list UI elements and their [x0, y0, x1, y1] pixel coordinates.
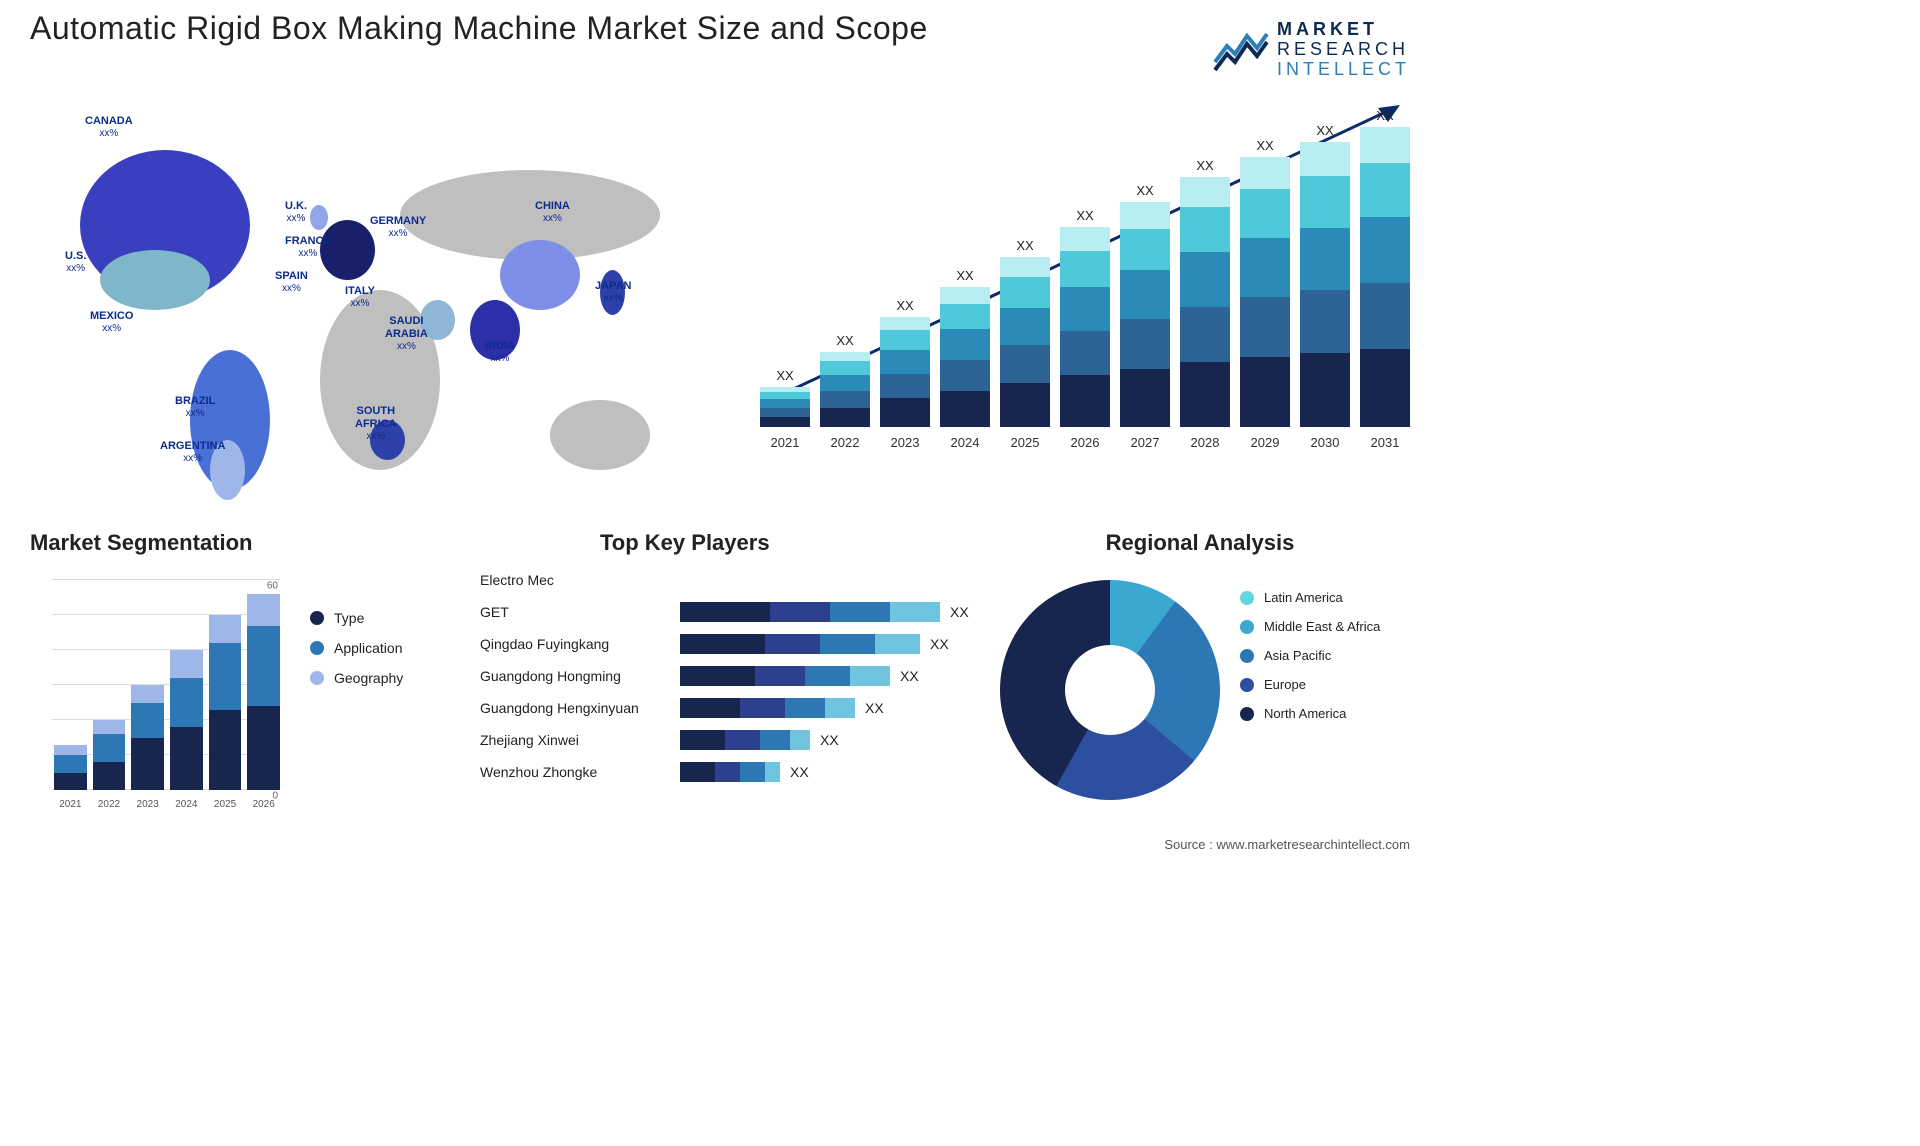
segmentation-bar [247, 594, 280, 790]
segmentation-bar [54, 745, 87, 791]
growth-bar: XX2024 [940, 268, 990, 450]
map-label: FRANCExx% [285, 235, 331, 260]
map-label: INDIAxx% [485, 340, 515, 365]
logo-line2: RESEARCH [1277, 40, 1410, 60]
segmentation-chart: 0102030405060202120222023202420252026 [30, 580, 280, 810]
logo-line1: MARKET [1277, 20, 1410, 40]
key-player-row: Guangdong HongmingXX [480, 660, 980, 692]
regional-legend-item: Middle East & Africa [1240, 619, 1380, 634]
key-player-row: Electro Mec [480, 564, 980, 596]
growth-bar: XX2022 [820, 333, 870, 450]
regional-legend-item: Europe [1240, 677, 1380, 692]
regional-title: Regional Analysis [990, 530, 1410, 556]
key-players-title: Top Key Players [600, 530, 980, 556]
source-credit: Source : www.marketresearchintellect.com [1164, 837, 1410, 852]
map-label: SPAINxx% [275, 270, 308, 295]
regional-block: Regional Analysis Latin America Middle Ea… [990, 530, 1410, 820]
growth-bar: XX2031 [1360, 108, 1410, 450]
segmentation-legend-item: Geography [310, 670, 403, 686]
regional-legend: Latin America Middle East & Africa Asia Pa… [1240, 590, 1380, 735]
segmentation-bar [170, 650, 203, 790]
regional-legend-item: Asia Pacific [1240, 648, 1380, 663]
growth-bar: XX2025 [1000, 238, 1050, 450]
brand-logo: MARKET RESEARCH INTELLECT [1213, 20, 1410, 79]
map-label: U.K.xx% [285, 200, 307, 225]
map-label: CHINAxx% [535, 200, 570, 225]
growth-bar: XX2028 [1180, 158, 1230, 450]
key-player-row: Guangdong HengxinyuanXX [480, 692, 980, 724]
map-label: CANADAxx% [85, 115, 133, 140]
map-label: MEXICOxx% [90, 310, 133, 335]
regional-legend-item: North America [1240, 706, 1380, 721]
map-label: ITALYxx% [345, 285, 375, 310]
segmentation-legend-item: Type [310, 610, 403, 626]
logo-mark-icon [1213, 28, 1269, 72]
growth-bar: XX2021 [760, 368, 810, 450]
map-label: SAUDIARABIAxx% [385, 315, 428, 353]
key-player-row: GETXX [480, 596, 980, 628]
segmentation-bar [209, 615, 242, 790]
regional-donut [1000, 580, 1220, 800]
key-player-row: Qingdao FuyingkangXX [480, 628, 980, 660]
growth-chart: XX2021XX2022XX2023XX2024XX2025XX2026XX20… [760, 90, 1410, 480]
map-label: U.S.xx% [65, 250, 86, 275]
growth-bar: XX2023 [880, 298, 930, 450]
logo-line3: INTELLECT [1277, 60, 1410, 80]
segmentation-legend: Type Application Geography [310, 610, 403, 700]
key-player-row: Wenzhou ZhongkeXX [480, 756, 980, 788]
segmentation-legend-item: Application [310, 640, 403, 656]
segmentation-bar [131, 685, 164, 790]
growth-bar: XX2030 [1300, 123, 1350, 450]
world-map: CANADAxx% U.S.xx% MEXICOxx% BRAZILxx% ARGENT… [20, 90, 710, 500]
map-label: GERMANYxx% [370, 215, 426, 240]
key-player-row: Zhejiang XinweiXX [480, 724, 980, 756]
growth-bar: XX2029 [1240, 138, 1290, 450]
page-title: Automatic Rigid Box Making Machine Marke… [30, 10, 928, 47]
key-players-block: Top Key Players Electro MecGETXXQingdao … [480, 530, 980, 820]
map-label: SOUTHAFRICAxx% [355, 405, 397, 443]
growth-bar: XX2026 [1060, 208, 1110, 450]
segmentation-bar [93, 720, 126, 790]
donut-hole [1065, 645, 1155, 735]
map-label: ARGENTINAxx% [160, 440, 225, 465]
regional-legend-item: Latin America [1240, 590, 1380, 605]
segmentation-title: Market Segmentation [30, 530, 460, 556]
map-label: BRAZILxx% [175, 395, 215, 420]
segmentation-block: Market Segmentation 01020304050602021202… [30, 530, 460, 820]
growth-bar: XX2027 [1120, 183, 1170, 450]
map-label: JAPANxx% [595, 280, 631, 305]
